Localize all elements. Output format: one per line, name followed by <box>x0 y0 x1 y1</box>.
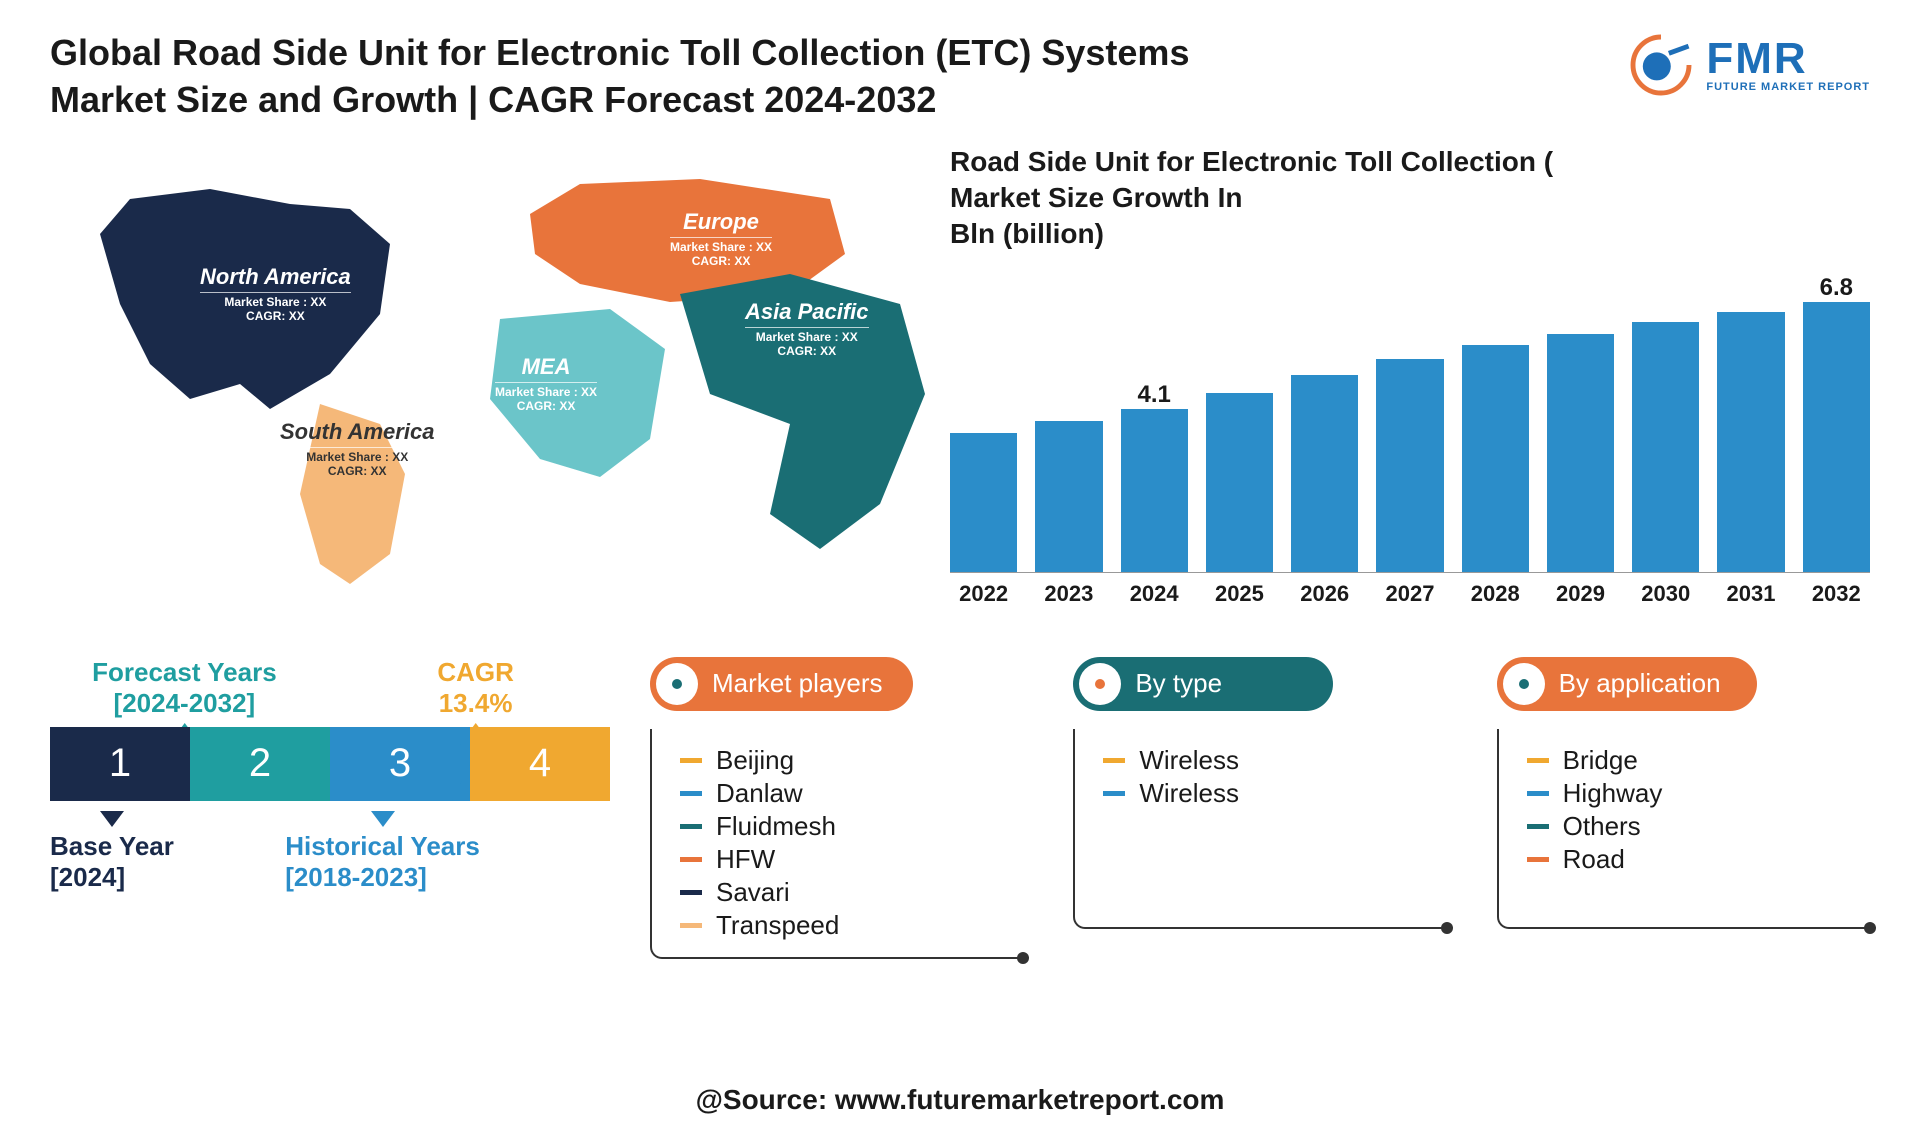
region-label-mea: MEAMarket Share : XXCAGR: XX <box>495 354 597 413</box>
list-item: Fluidmesh <box>680 811 1003 842</box>
xlabel-2030: 2030 <box>1632 581 1699 607</box>
xlabel-2024: 2024 <box>1121 581 1188 607</box>
logo-subtext: FUTURE MARKET REPORT <box>1706 81 1870 93</box>
list-item: Danlaw <box>680 778 1003 809</box>
bar-2022 <box>950 433 1017 572</box>
bar-chart: Road Side Unit for Electronic Toll Colle… <box>950 144 1870 607</box>
xlabel-2031: 2031 <box>1717 581 1784 607</box>
list-item: Beijing <box>680 745 1003 776</box>
panel-by-type: By type WirelessWireless <box>1073 657 1446 959</box>
timeline-bottom-label: Historical Years[2018-2023] <box>285 807 480 893</box>
bar-2029 <box>1547 334 1614 572</box>
bar-2026 <box>1291 375 1358 572</box>
xlabel-2032: 2032 <box>1803 581 1870 607</box>
xlabel-2025: 2025 <box>1206 581 1273 607</box>
bar-2024: 4.1 <box>1121 409 1188 572</box>
timeline: Forecast Years[2024-2032]CAGR13.4% 1234 … <box>50 657 610 959</box>
chart-title: Road Side Unit for Electronic Toll Colle… <box>950 144 1870 253</box>
panel-header: By application <box>1497 657 1757 711</box>
bar-2028 <box>1462 345 1529 571</box>
timeline-segment-2: 2 <box>190 727 330 801</box>
bar-2030 <box>1632 322 1699 572</box>
logo-text: FMR <box>1706 37 1870 81</box>
brand-logo: FMR FUTURE MARKET REPORT <box>1626 30 1870 100</box>
bar-2023 <box>1035 421 1102 572</box>
region-label-na: North AmericaMarket Share : XXCAGR: XX <box>200 264 351 323</box>
source-attribution: @Source: www.futuremarketreport.com <box>696 1084 1225 1116</box>
timeline-segment-3: 3 <box>330 727 470 801</box>
list-item: Transpeed <box>680 910 1003 941</box>
xlabel-2022: 2022 <box>950 581 1017 607</box>
panel-by-application: By application BridgeHighwayOthersRoad <box>1497 657 1870 959</box>
list-item: Savari <box>680 877 1003 908</box>
bar-2025 <box>1206 393 1273 572</box>
timeline-segment-4: 4 <box>470 727 610 801</box>
list-item: Bridge <box>1527 745 1850 776</box>
bar-2032: 6.8 <box>1803 302 1870 572</box>
region-label-ap: Asia PacificMarket Share : XXCAGR: XX <box>745 299 869 358</box>
region-label-eu: EuropeMarket Share : XXCAGR: XX <box>670 209 772 268</box>
world-map: North AmericaMarket Share : XXCAGR: XX So… <box>50 144 910 564</box>
xlabel-2023: 2023 <box>1035 581 1102 607</box>
xlabel-2026: 2026 <box>1291 581 1358 607</box>
xlabel-2027: 2027 <box>1376 581 1443 607</box>
list-item: Wireless <box>1103 778 1426 809</box>
region-label-sa: South AmericaMarket Share : XXCAGR: XX <box>280 419 434 478</box>
panel-header: By type <box>1073 657 1333 711</box>
timeline-segment-1: 1 <box>50 727 190 801</box>
list-item: Others <box>1527 811 1850 842</box>
list-item: Wireless <box>1103 745 1426 776</box>
list-item: Highway <box>1527 778 1850 809</box>
panel-market-players: Market players BeijingDanlawFluidmeshHFW… <box>650 657 1023 959</box>
xlabel-2029: 2029 <box>1547 581 1614 607</box>
bar-2031 <box>1717 312 1784 572</box>
xlabel-2028: 2028 <box>1462 581 1529 607</box>
list-item: Road <box>1527 844 1850 875</box>
bar-2027 <box>1376 359 1443 571</box>
logo-icon <box>1626 30 1696 100</box>
page-title: Global Road Side Unit for Electronic Tol… <box>50 30 1250 124</box>
list-item: HFW <box>680 844 1003 875</box>
panel-header: Market players <box>650 657 913 711</box>
timeline-bottom-label: Base Year[2024] <box>50 807 174 893</box>
